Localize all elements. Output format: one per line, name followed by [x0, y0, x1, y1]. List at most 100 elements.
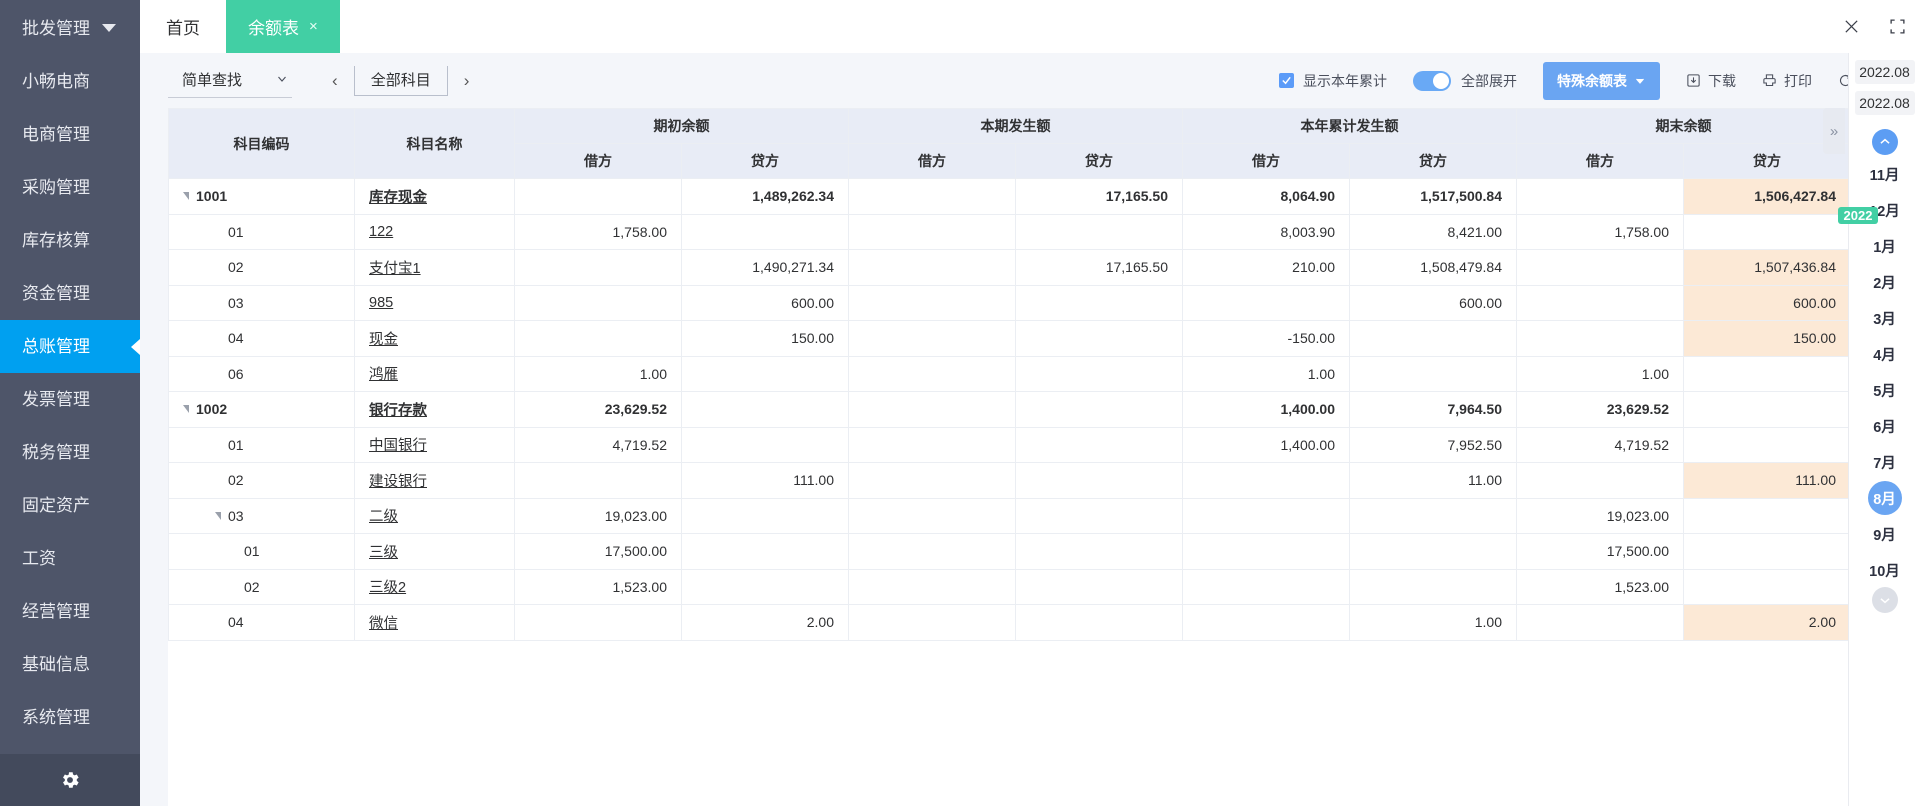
- expand-toggle-icon[interactable]: [183, 192, 189, 201]
- next-scope-button[interactable]: ›: [463, 70, 470, 90]
- table-row[interactable]: 01 122 1,758.00 8,003.90 8,421.00 1,758.00: [168, 213, 1851, 250]
- print-button[interactable]: 打印: [1762, 71, 1812, 91]
- table-row[interactable]: 04 现金 150.00 -150.00 150.00: [168, 320, 1851, 357]
- scope-label[interactable]: 全部科目: [353, 65, 448, 96]
- table-row[interactable]: 1002 银行存款 23,629.52 1,400.00 7,964.50 23,629.…: [168, 391, 1851, 428]
- account-name-link[interactable]: 微信: [369, 615, 398, 632]
- table-row[interactable]: 01 三级 17,500.00 17,500.00: [168, 533, 1851, 570]
- month-item-8月[interactable]: 8月: [1867, 481, 1902, 515]
- sidebar-item-0[interactable]: 批发管理: [0, 2, 140, 55]
- collapse-period-panel-button[interactable]: »: [1823, 108, 1845, 154]
- cell-amount-4: -150.00: [1182, 320, 1350, 357]
- month-item-10月[interactable]: 10月: [1869, 563, 1900, 580]
- month-item-1月[interactable]: 1月: [1873, 239, 1896, 256]
- tab-home[interactable]: 首页: [140, 0, 226, 53]
- account-name-link[interactable]: 中国银行: [369, 438, 427, 455]
- table-row[interactable]: 03 985 600.00 600.00 600.00: [168, 284, 1851, 321]
- cell-amount-4: 1,400.00: [1182, 391, 1350, 428]
- maximize-button[interactable]: [1874, 0, 1920, 53]
- cell-name: 支付宝1: [354, 249, 515, 286]
- sidebar-item-3[interactable]: 采购管理: [0, 161, 140, 214]
- table-row[interactable]: 1001 库存现金 1,489,262.34 17,165.50 8,064.90 1,5…: [168, 178, 1851, 215]
- sidebar-item-13[interactable]: 系统管理: [0, 691, 140, 744]
- month-item-6月[interactable]: 6月: [1873, 419, 1896, 436]
- cell-name: 二级: [354, 497, 515, 534]
- table-row[interactable]: 01 中国银行 4,719.52 1,400.00 7,952.50 4,719.52: [168, 426, 1851, 463]
- sidebar-item-4[interactable]: 库存核算: [0, 214, 140, 267]
- expand-toggle-icon[interactable]: [215, 511, 221, 520]
- account-name-link[interactable]: 现金: [369, 331, 398, 348]
- th-group-3: 期末余额: [1516, 108, 1851, 144]
- account-name-link[interactable]: 支付宝1: [369, 260, 421, 277]
- month-item-4月[interactable]: 4月: [1873, 347, 1896, 364]
- cell-name: 985: [354, 284, 515, 321]
- cell-amount-4: 8,003.90: [1182, 213, 1350, 250]
- table-row[interactable]: 06 鸿雁 1.00 1.00 1.00: [168, 355, 1851, 392]
- table-row[interactable]: 03 二级 19,023.00 19,023.00: [168, 497, 1851, 534]
- sidebar-item-9[interactable]: 固定资产: [0, 479, 140, 532]
- tab-balance-sheet[interactable]: 余额表 ×: [226, 0, 340, 53]
- sidebar-item-2[interactable]: 电商管理: [0, 108, 140, 161]
- cell-amount-5: 1.00: [1349, 604, 1517, 641]
- code-text: 03: [228, 507, 244, 524]
- table-head: 科目编码 科目名称 期初余额 本期发生额 本年累计发生额 期末余额 借方 贷方 …: [168, 108, 1851, 179]
- account-name-link[interactable]: 鸿雁: [369, 367, 398, 384]
- close-button[interactable]: [1828, 0, 1874, 53]
- cell-amount-6: 1,523.00: [1516, 568, 1684, 605]
- table-row[interactable]: 04 微信 2.00 1.00 2.00: [168, 604, 1851, 641]
- account-name-link[interactable]: 122: [369, 224, 394, 241]
- table-row[interactable]: 02 支付宝1 1,490,271.34 17,165.50 210.00 1,508,4…: [168, 249, 1851, 286]
- cell-amount-3: [1015, 426, 1183, 463]
- tab-close-icon[interactable]: ×: [309, 18, 318, 35]
- cell-amount-4: 210.00: [1182, 249, 1350, 286]
- search-mode-select[interactable]: 简单查找: [168, 64, 293, 98]
- download-button[interactable]: 下载: [1686, 71, 1736, 91]
- period-to[interactable]: 2022.08: [1854, 91, 1915, 115]
- account-name-link[interactable]: 建设银行: [369, 473, 427, 490]
- cell-amount-2: [848, 178, 1016, 215]
- expand-all-toggle[interactable]: 全部展开: [1413, 70, 1517, 91]
- cell-amount-3: [1015, 284, 1183, 321]
- month-item-5月[interactable]: 5月: [1873, 383, 1896, 400]
- expand-toggle-icon[interactable]: [183, 405, 189, 414]
- sidebar-item-12[interactable]: 基础信息: [0, 638, 140, 691]
- account-name-link[interactable]: 二级: [369, 509, 398, 526]
- sidebar-item-1[interactable]: 小畅电商: [0, 55, 140, 108]
- show-ytd-label: 显示本年累计: [1303, 72, 1387, 89]
- sidebar-item-10[interactable]: 工资: [0, 532, 140, 585]
- cell-amount-5: [1349, 320, 1517, 357]
- table-row[interactable]: 02 三级2 1,523.00 1,523.00: [168, 568, 1851, 605]
- sidebar-settings-button[interactable]: [0, 754, 140, 806]
- account-name-link[interactable]: 985: [369, 295, 394, 312]
- table-row[interactable]: 02 建设银行 111.00 11.00 111.00: [168, 462, 1851, 499]
- th-g2-debit: 借方: [1182, 143, 1350, 179]
- account-name-link[interactable]: 库存现金: [369, 189, 427, 206]
- cell-amount-0: 19,023.00: [514, 497, 682, 534]
- scroll-down-button[interactable]: [1871, 587, 1898, 613]
- month-item-7月[interactable]: 7月: [1873, 455, 1896, 472]
- account-name-link[interactable]: 三级: [369, 544, 398, 561]
- month-item-11月[interactable]: 11月: [1869, 167, 1900, 184]
- cell-amount-7: 1,506,427.84: [1683, 178, 1851, 215]
- month-item-9月[interactable]: 9月: [1873, 527, 1896, 544]
- month-item-3月[interactable]: 3月: [1873, 311, 1896, 328]
- cell-amount-0: 4,719.52: [514, 426, 682, 463]
- special-balance-button[interactable]: 特殊余额表: [1543, 61, 1660, 100]
- code-text: 1001: [196, 188, 228, 205]
- cell-amount-5: [1349, 533, 1517, 570]
- month-item-2月[interactable]: 2月: [1873, 275, 1896, 292]
- sidebar-item-7[interactable]: 发票管理: [0, 373, 140, 426]
- chevron-up-icon: [1879, 138, 1890, 144]
- prev-scope-button[interactable]: ‹: [332, 70, 338, 90]
- period-from[interactable]: 2022.08: [1854, 60, 1915, 84]
- scroll-up-button[interactable]: [1871, 129, 1898, 155]
- show-ytd-checkbox[interactable]: 显示本年累计: [1279, 71, 1387, 91]
- sidebar-item-11[interactable]: 经营管理: [0, 585, 140, 638]
- cell-amount-3: [1015, 355, 1183, 392]
- sidebar-item-6[interactable]: 总账管理: [0, 320, 140, 373]
- account-name-link[interactable]: 银行存款: [369, 402, 427, 419]
- sidebar-item-5[interactable]: 资金管理: [0, 267, 140, 320]
- sidebar-item-8[interactable]: 税务管理: [0, 426, 140, 479]
- sidebar-item-label: 工资: [22, 549, 56, 568]
- account-name-link[interactable]: 三级2: [369, 580, 407, 597]
